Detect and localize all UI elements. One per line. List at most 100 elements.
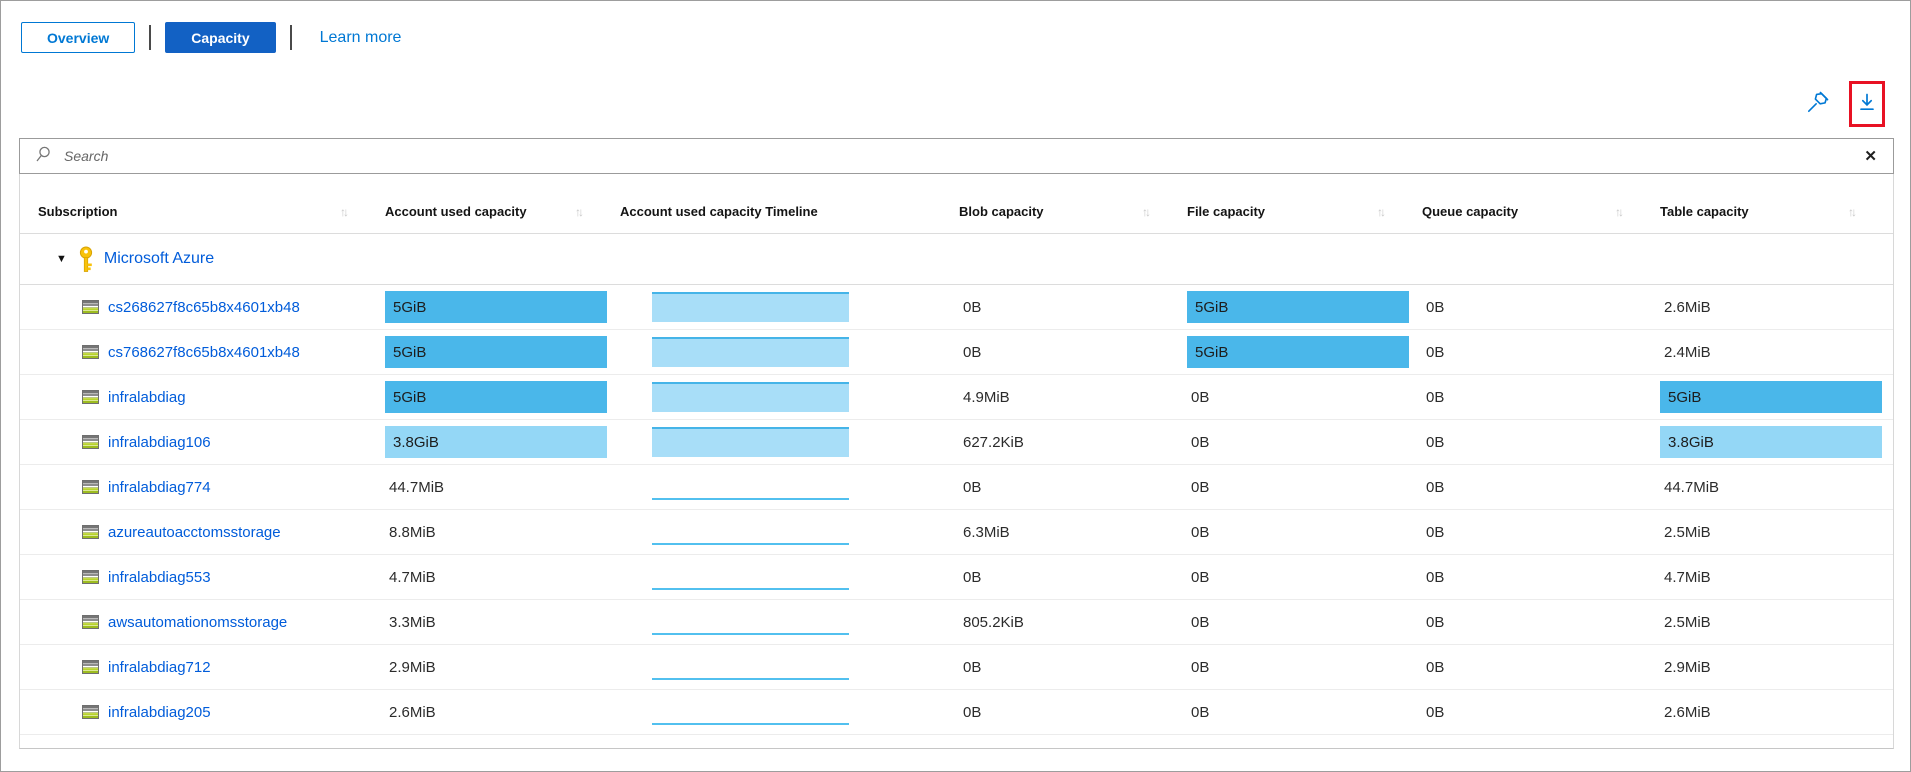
toolbar-icons [1802, 81, 1885, 127]
timeline-cell [620, 420, 959, 464]
column-label: Subscription [38, 204, 118, 219]
timeline-cell [620, 465, 959, 509]
storage-account-icon [82, 570, 99, 584]
timeline-sparkline [652, 723, 849, 725]
storage-account-icon [82, 525, 99, 539]
learn-more-link[interactable]: Learn more [319, 28, 402, 46]
table-row: infralabdiag205 2.6MiB 0B 0B 0B 2.6MiB [20, 690, 1893, 735]
search-bar: ✕ [19, 138, 1894, 174]
table-capacity-cell-value: 4.7MiB [1664, 568, 1711, 586]
subscription-cell: infralabdiag205 [20, 690, 385, 734]
storage-account-link[interactable]: infralabdiag [108, 388, 186, 406]
subscription-cell: cs768627f8c65b8x4601xb48 [20, 330, 385, 374]
account-used-capacity-cell-value: 3.3MiB [389, 613, 436, 631]
subscription-group-row: ▼ Microsoft Azure [20, 234, 1893, 285]
sort-icon[interactable]: ↑↓ [575, 204, 584, 219]
column-label: Table capacity [1660, 204, 1749, 219]
timeline-cell [620, 690, 959, 734]
table-capacity-cell: 4.7MiB [1660, 555, 1893, 599]
sort-icon[interactable]: ↑↓ [1142, 204, 1151, 219]
sort-icon[interactable]: ↑↓ [1848, 204, 1857, 219]
subscription-cell: infralabdiag774 [20, 465, 385, 509]
account-used-capacity-cell: 5GiB [385, 375, 620, 419]
column-header-blob-capacity[interactable]: Blob capacity ↑↓ [959, 204, 1187, 233]
tab-capacity[interactable]: Capacity [165, 22, 276, 53]
storage-account-link[interactable]: awsautomationomsstorage [108, 613, 288, 631]
column-header-account-used-capacity[interactable]: Account used capacity ↑↓ [385, 204, 620, 233]
column-header-subscription[interactable]: Subscription ↑↓ [20, 204, 385, 233]
timeline-sparkline [652, 678, 849, 680]
timeline-cell [620, 645, 959, 689]
table-row: infralabdiag 5GiB 4.9MiB 0B 0B 5GiB [20, 375, 1893, 420]
queue-capacity-cell-value: 0B [1426, 658, 1445, 676]
file-capacity-cell: 0B [1187, 645, 1422, 689]
storage-account-link[interactable]: azureautoacctomsstorage [108, 523, 281, 541]
sort-icon[interactable]: ↑↓ [340, 204, 349, 219]
download-button[interactable] [1849, 81, 1885, 127]
blob-capacity-cell-value: 4.9MiB [963, 388, 1010, 406]
storage-account-link[interactable]: cs268627f8c65b8x4601xb48 [108, 298, 300, 316]
capacity-grid-panel: ✕ Subscription ↑↓ Account used capacity … [19, 138, 1894, 749]
table-capacity-cell: 2.6MiB [1660, 285, 1893, 329]
blob-capacity-cell-value: 0B [963, 568, 982, 586]
timeline-cell [620, 330, 959, 374]
storage-account-link[interactable]: infralabdiag774 [108, 478, 211, 496]
queue-capacity-cell-value: 0B [1426, 613, 1445, 631]
table-row: infralabdiag553 4.7MiB 0B 0B 0B 4.7MiB [20, 555, 1893, 600]
capacity-bar: 5GiB [1187, 291, 1409, 323]
column-header-file-capacity[interactable]: File capacity ↑↓ [1187, 204, 1422, 233]
subscription-cell: infralabdiag553 [20, 555, 385, 599]
subscription-group-link[interactable]: Microsoft Azure [103, 250, 215, 267]
storage-account-icon [82, 705, 99, 719]
file-capacity-cell-value: 0B [1191, 568, 1210, 586]
timeline-cell [620, 600, 959, 644]
tab-overview[interactable]: Overview [21, 22, 136, 53]
table-capacity-cell-value: 2.6MiB [1664, 298, 1711, 316]
blob-capacity-cell-value: 0B [963, 478, 982, 496]
table-capacity-cell-value: 2.4MiB [1664, 343, 1711, 361]
timeline-cell [620, 510, 959, 554]
collapse-chevron-icon[interactable]: ▼ [56, 253, 67, 265]
storage-account-link[interactable]: infralabdiag553 [108, 568, 211, 586]
pin-icon [1805, 89, 1831, 120]
queue-capacity-cell: 0B [1422, 465, 1660, 509]
pin-button[interactable] [1802, 84, 1834, 124]
tab-divider [149, 25, 152, 50]
search-input[interactable] [62, 147, 1865, 165]
table-row: infralabdiag106 3.8GiB 627.2KiB 0B 0B 3.8GiB [20, 420, 1893, 465]
column-header-queue-capacity[interactable]: Queue capacity ↑↓ [1422, 204, 1660, 233]
storage-account-icon [82, 390, 99, 404]
account-used-capacity-cell-value: 4.7MiB [389, 568, 436, 586]
file-capacity-cell-value: 0B [1191, 388, 1210, 406]
table-row: awsautomationomsstorage 3.3MiB 805.2KiB 0B 0… [20, 600, 1893, 645]
storage-account-link[interactable]: infralabdiag205 [108, 703, 211, 721]
queue-capacity-cell: 0B [1422, 555, 1660, 599]
queue-capacity-cell-value: 0B [1426, 568, 1445, 586]
storage-account-link[interactable]: infralabdiag106 [108, 433, 211, 451]
storage-account-link[interactable]: infralabdiag712 [108, 658, 211, 676]
sort-icon[interactable]: ↑↓ [1615, 204, 1624, 219]
table-capacity-cell: 2.6MiB [1660, 690, 1893, 734]
queue-capacity-cell-value: 0B [1426, 478, 1445, 496]
table-capacity-cell: 2.9MiB [1660, 645, 1893, 689]
table-capacity-cell-value: 2.6MiB [1664, 703, 1711, 721]
capacity-bar: 5GiB [1187, 336, 1409, 368]
sort-icon[interactable]: ↑↓ [1377, 204, 1386, 219]
timeline-sparkline [652, 633, 849, 635]
table-row: cs268627f8c65b8x4601xb48 5GiB 0B 5GiB 0B 2.6M… [20, 285, 1893, 330]
subscription-cell: azureautoacctomsstorage [20, 510, 385, 554]
column-label: Queue capacity [1422, 204, 1519, 219]
file-capacity-cell-value: 0B [1191, 613, 1210, 631]
column-header-table-capacity[interactable]: Table capacity ↑↓ [1660, 204, 1893, 233]
storage-account-icon [82, 345, 99, 359]
storage-account-icon [82, 660, 99, 674]
file-capacity-cell-value: 0B [1191, 523, 1210, 541]
account-used-capacity-cell: 5GiB [385, 285, 620, 329]
timeline-cell [620, 555, 959, 599]
table-header-row: Subscription ↑↓ Account used capacity ↑↓… [20, 174, 1893, 234]
capacity-bar: 5GiB [385, 336, 607, 368]
storage-account-link[interactable]: cs768627f8c65b8x4601xb48 [108, 343, 300, 361]
clear-search-icon[interactable]: ✕ [1864, 147, 1877, 165]
queue-capacity-cell-value: 0B [1426, 523, 1445, 541]
